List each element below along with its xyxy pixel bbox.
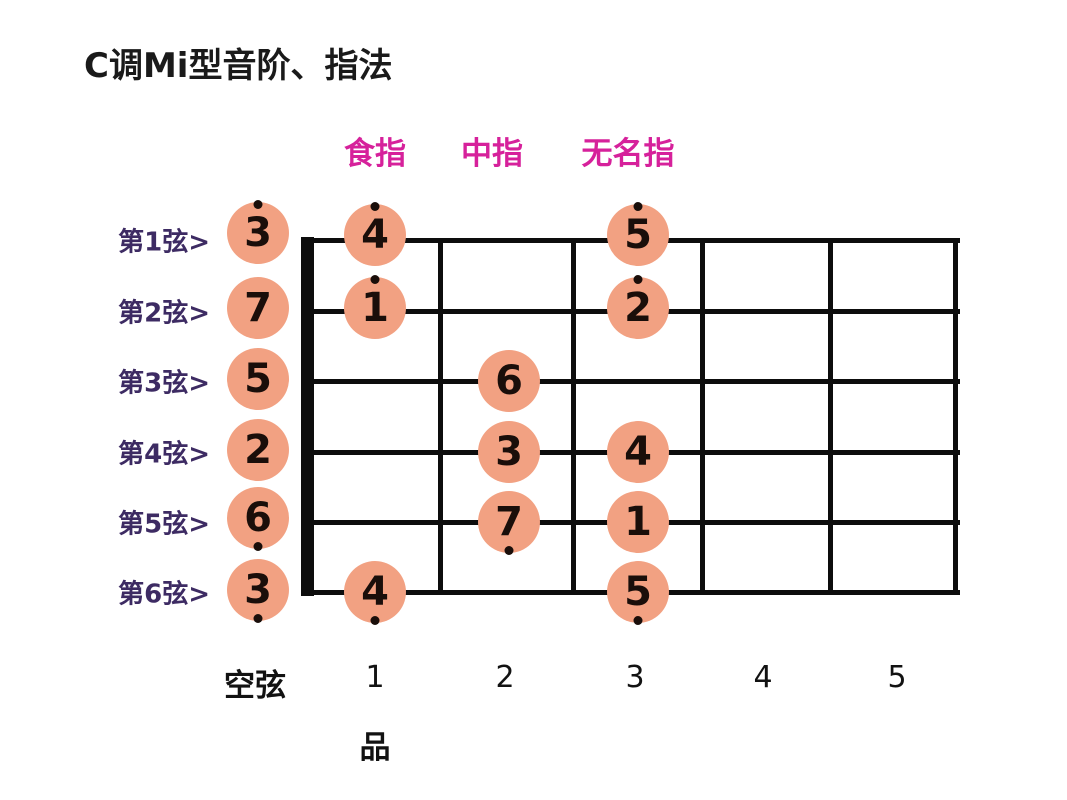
note-circle: 2: [607, 275, 669, 339]
note-circle: 5: [607, 202, 669, 266]
octave-dot-up: [370, 275, 380, 284]
note-circle: 4: [607, 421, 669, 483]
note-circle: 1: [607, 491, 669, 553]
note-number: 3: [244, 570, 272, 623]
string-label-2: 第2弦>: [118, 298, 210, 329]
octave-dot-down: [370, 616, 380, 625]
note-circle: 7: [478, 491, 540, 555]
note-number: 7: [244, 285, 272, 331]
string-label-6: 第6弦>: [118, 579, 210, 610]
note-circle: 2: [227, 419, 289, 481]
note-circle: 1: [344, 275, 406, 339]
note-number: 4: [361, 202, 389, 255]
fret-label-5: 5: [887, 660, 907, 695]
note-circle: 4: [344, 202, 406, 266]
octave-dot-up: [633, 202, 643, 211]
string-line-3: [305, 379, 960, 384]
note-number: 6: [244, 498, 272, 551]
note-number: 2: [244, 427, 272, 473]
string-label-3: 第3弦>: [118, 368, 210, 399]
octave-dot-down: [633, 616, 643, 625]
note-circle: 5: [227, 348, 289, 410]
note-circle: 4: [344, 561, 406, 625]
fret-label-0: 空弦: [224, 668, 286, 704]
string-label-1: 第1弦>: [118, 227, 210, 258]
note-circle: 7: [227, 277, 289, 339]
note-number: 5: [624, 572, 652, 625]
fret-line-1: [438, 238, 443, 595]
note-number: 6: [495, 358, 523, 404]
note-number: 4: [624, 429, 652, 475]
string-label-5: 第5弦>: [118, 509, 210, 540]
note-circle: 3: [478, 421, 540, 483]
finger-label-3: 无名指: [581, 136, 675, 172]
fret-line-5: [953, 238, 958, 595]
note-circle: 3: [227, 200, 289, 264]
note-number: 2: [624, 275, 652, 328]
page-title: C调Mi型音阶、指法: [84, 46, 393, 86]
note-circle: 3: [227, 559, 289, 623]
fret-unit-label: 品: [359, 730, 391, 766]
note-circle: 5: [607, 561, 669, 625]
note-number: 4: [361, 572, 389, 625]
fret-line-4: [828, 238, 833, 595]
finger-label-1: 食指: [344, 136, 406, 172]
note-circle: 6: [227, 487, 289, 551]
note-number: 1: [361, 275, 389, 328]
octave-dot-up: [370, 202, 380, 211]
fret-label-2: 2: [495, 660, 515, 695]
fret-line-3: [700, 238, 705, 595]
octave-dot-up: [633, 275, 643, 284]
string-label-4: 第4弦>: [118, 439, 210, 470]
fret-line-2: [571, 238, 576, 595]
fret-label-3: 3: [625, 660, 645, 695]
fret-label-4: 4: [753, 660, 773, 695]
note-number: 1: [624, 499, 652, 545]
note-number: 5: [244, 356, 272, 402]
octave-dot-down: [504, 546, 514, 555]
octave-dot-down: [253, 614, 263, 623]
note-circle: 6: [478, 350, 540, 412]
note-number: 7: [495, 502, 523, 555]
fret-label-1: 1: [365, 660, 385, 695]
octave-dot-down: [253, 542, 263, 551]
octave-dot-up: [253, 200, 263, 209]
note-number: 5: [624, 202, 652, 255]
nut-line: [301, 237, 314, 596]
note-number: 3: [244, 200, 272, 253]
note-number: 3: [495, 429, 523, 475]
finger-label-2: 中指: [461, 136, 523, 172]
